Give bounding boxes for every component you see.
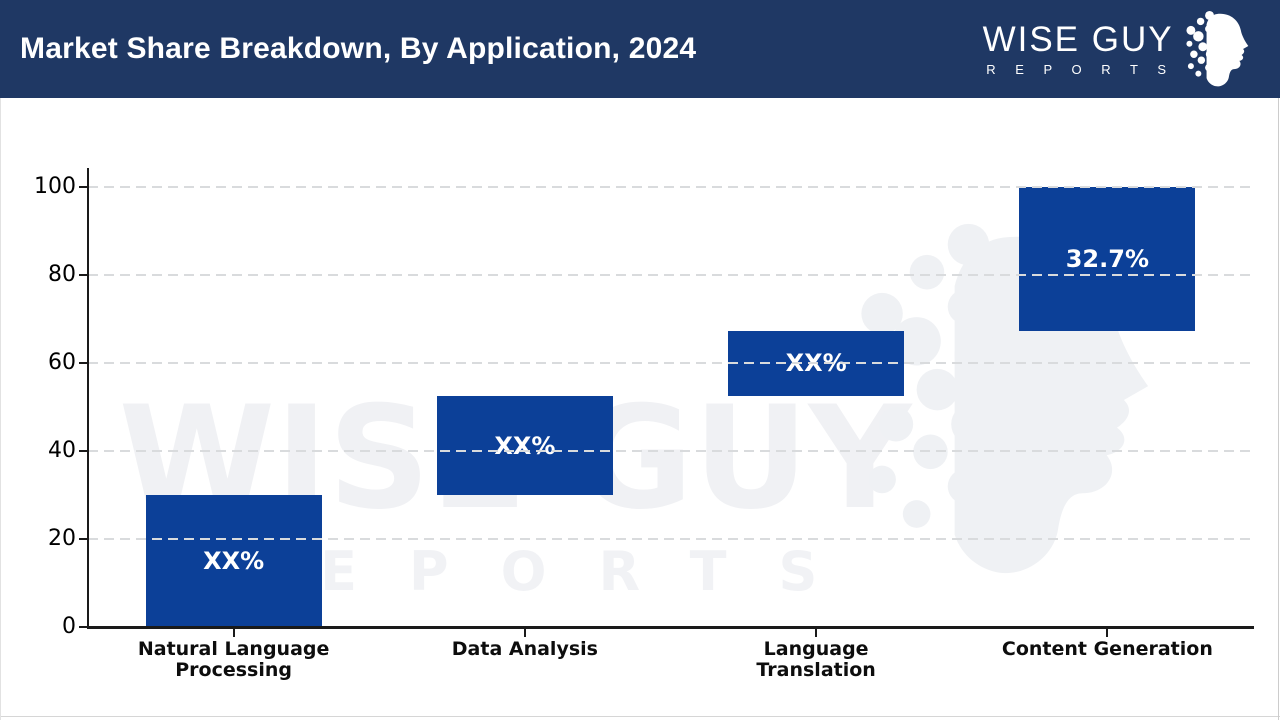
y-axis-tick-label: 0	[62, 614, 76, 639]
x-axis-category-label: Natural Language Processing	[137, 638, 330, 681]
bar-data-analysis: XX%	[436, 396, 613, 495]
page-title: Market Share Breakdown, By Application, …	[20, 32, 697, 65]
y-axis-tick-label: 20	[48, 526, 76, 551]
x-axis-category-label: Language Translation	[756, 638, 876, 681]
brand-logo-text: WISE GUY R E P O R T S	[982, 22, 1174, 76]
y-axis-line	[87, 168, 89, 629]
watermark-text-line2: REPORTS	[226, 540, 870, 603]
y-tick-mark	[79, 538, 87, 540]
brand-logo: WISE GUY R E P O R T S	[982, 8, 1254, 90]
y-tick-mark	[79, 186, 87, 188]
bar-value-label: 32.7%	[1065, 244, 1149, 273]
gridline	[88, 538, 1253, 540]
bar-value-label: XX%	[203, 547, 265, 575]
brand-head-icon	[1186, 10, 1249, 87]
gridline	[88, 362, 1253, 364]
brand-name: WISE GUY	[982, 20, 1174, 59]
page-right-border	[1278, 98, 1279, 720]
page-left-border	[0, 98, 1, 720]
x-tick-mark	[815, 629, 818, 637]
app-header: Market Share Breakdown, By Application, …	[0, 0, 1280, 98]
bar-natural-language-processing: XX%	[145, 495, 322, 627]
y-tick-mark	[79, 362, 87, 364]
brand-subtitle: R E P O R T S	[986, 62, 1174, 77]
gridline	[88, 274, 1253, 276]
x-tick-mark	[1106, 629, 1109, 637]
x-tick-mark	[523, 629, 526, 637]
y-axis-tick-label: 100	[34, 174, 76, 199]
page-bottom-border	[0, 716, 1280, 717]
gridline	[88, 450, 1253, 452]
y-tick-mark	[79, 450, 87, 452]
bar-content-generation: 32.7%	[1019, 187, 1196, 331]
y-tick-mark	[79, 626, 87, 628]
x-axis-category-label: Content Generation	[1001, 638, 1213, 660]
y-axis-tick-label: 60	[48, 350, 76, 375]
y-axis-tick-label: 40	[48, 438, 76, 463]
y-tick-mark	[79, 274, 87, 276]
y-axis-tick-label: 80	[48, 262, 76, 287]
x-tick-mark	[232, 629, 235, 637]
x-axis-category-label: Data Analysis	[451, 638, 598, 660]
x-axis-line	[87, 626, 1254, 629]
gridline	[88, 186, 1253, 188]
bar-value-label: XX%	[494, 431, 556, 460]
